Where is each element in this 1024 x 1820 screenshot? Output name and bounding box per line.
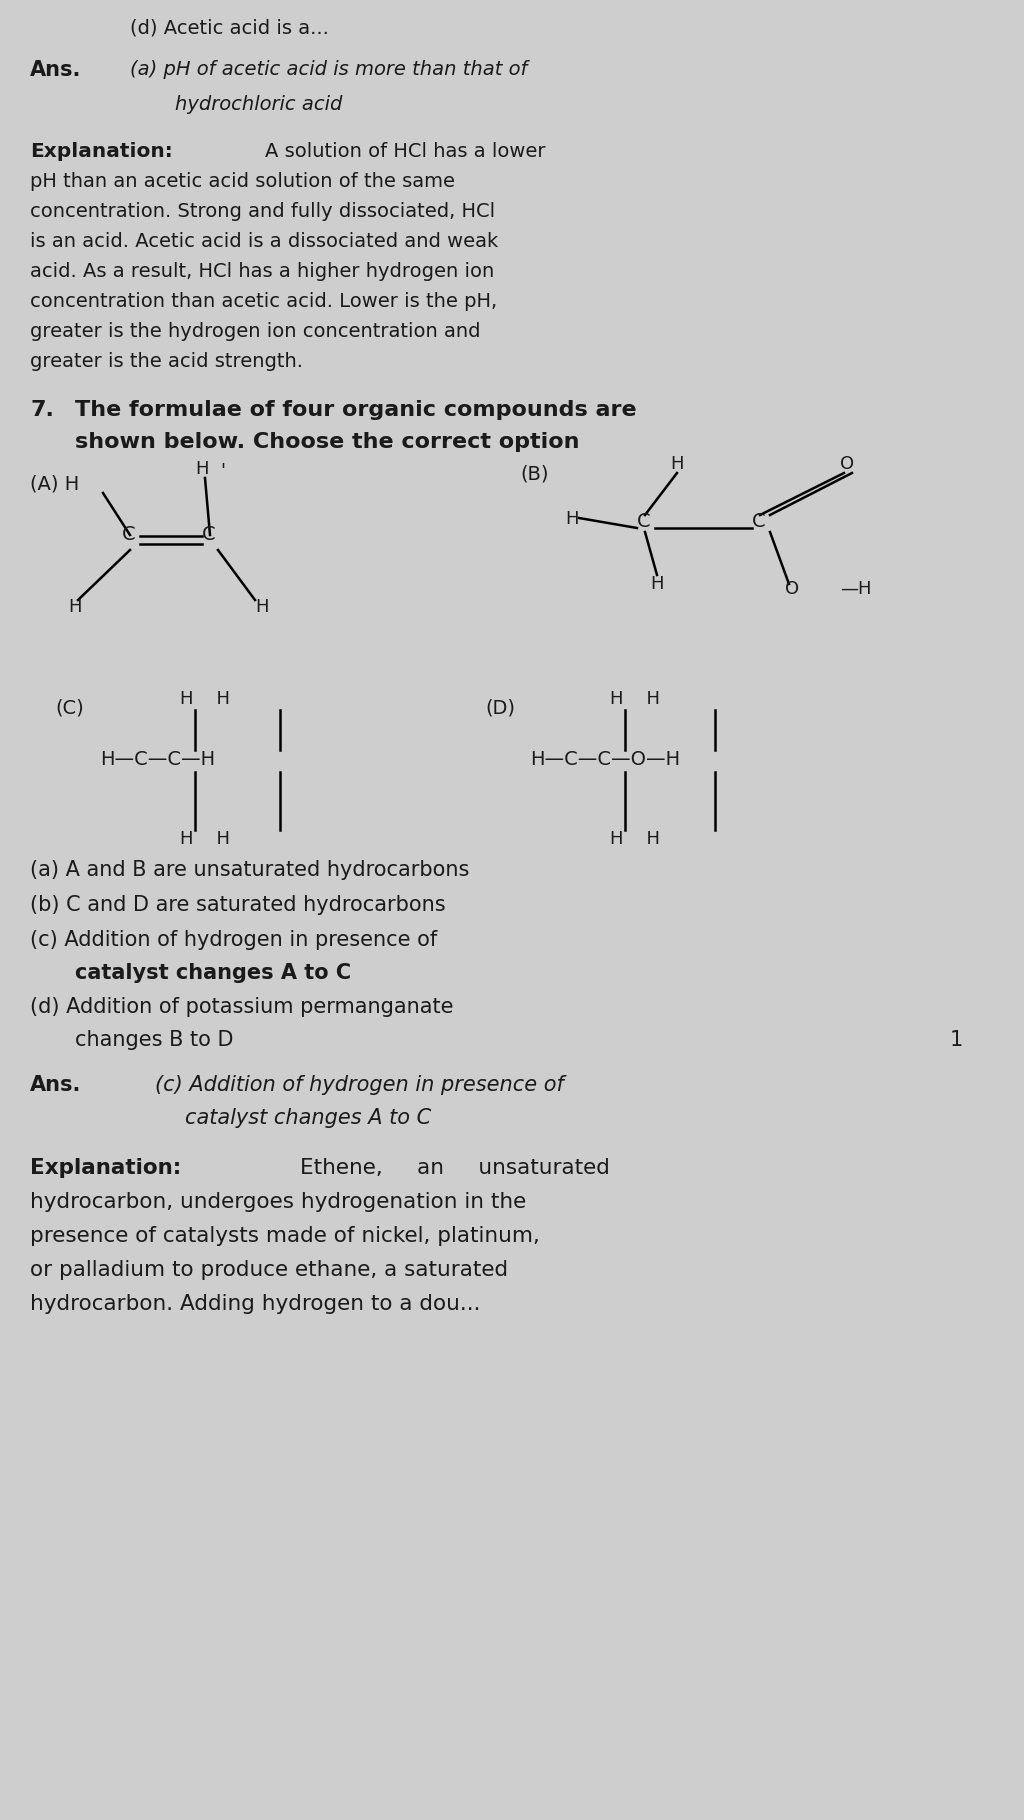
Text: —H: —H: [840, 581, 871, 599]
Text: (a) A and B are unsaturated hydrocarbons: (a) A and B are unsaturated hydrocarbons: [30, 861, 469, 881]
Text: ': ': [220, 462, 225, 480]
Text: (b) C and D are saturated hydrocarbons: (b) C and D are saturated hydrocarbons: [30, 895, 445, 915]
Text: Ethene,     an     unsaturated: Ethene, an unsaturated: [300, 1158, 610, 1178]
Text: H: H: [255, 599, 268, 615]
Text: H    H: H H: [180, 690, 230, 708]
Text: (d) Acetic acid is a...: (d) Acetic acid is a...: [130, 18, 329, 36]
Text: (d) Addition of potassium permanganate: (d) Addition of potassium permanganate: [30, 997, 454, 1017]
Text: Explanation:: Explanation:: [30, 1158, 181, 1178]
Text: hydrocarbon. Adding hydrogen to a dou...: hydrocarbon. Adding hydrogen to a dou...: [30, 1294, 480, 1314]
Text: concentration. Strong and fully dissociated, HCl: concentration. Strong and fully dissocia…: [30, 202, 496, 220]
Text: H    H: H H: [610, 690, 660, 708]
Text: or palladium to produce ethane, a saturated: or palladium to produce ethane, a satura…: [30, 1259, 508, 1279]
Text: greater is the hydrogen ion concentration and: greater is the hydrogen ion concentratio…: [30, 322, 480, 340]
Text: greater is the acid strength.: greater is the acid strength.: [30, 351, 303, 371]
Text: 7.: 7.: [30, 400, 54, 420]
Text: H—C—C—O—H: H—C—C—O—H: [530, 750, 680, 770]
Text: (B): (B): [520, 464, 549, 484]
Text: pH than an acetic acid solution of the same: pH than an acetic acid solution of the s…: [30, 173, 455, 191]
Text: (A) H: (A) H: [30, 475, 79, 493]
Text: (c) Addition of hydrogen in presence of: (c) Addition of hydrogen in presence of: [30, 930, 437, 950]
Text: H: H: [68, 599, 82, 615]
Text: C: C: [637, 511, 650, 531]
Text: O: O: [840, 455, 854, 473]
Text: H    H: H H: [180, 830, 230, 848]
Text: Ans.: Ans.: [30, 60, 81, 80]
Text: hydrocarbon, undergoes hydrogenation in the: hydrocarbon, undergoes hydrogenation in …: [30, 1192, 526, 1212]
Text: H: H: [565, 510, 579, 528]
Text: presence of catalysts made of nickel, platinum,: presence of catalysts made of nickel, pl…: [30, 1227, 540, 1247]
Text: C: C: [122, 524, 135, 544]
Text: H: H: [195, 460, 209, 479]
Text: H: H: [650, 575, 664, 593]
Text: changes B to D: changes B to D: [75, 1030, 233, 1050]
Text: C: C: [752, 511, 766, 531]
Text: H    H: H H: [610, 830, 660, 848]
Text: concentration than acetic acid. Lower is the pH,: concentration than acetic acid. Lower is…: [30, 291, 497, 311]
Text: shown below. Choose the correct option: shown below. Choose the correct option: [75, 431, 580, 451]
Text: Explanation:: Explanation:: [30, 142, 173, 160]
Text: catalyst changes A to C: catalyst changes A to C: [185, 1108, 431, 1128]
Text: O: O: [785, 581, 799, 599]
Text: H—C—C—H: H—C—C—H: [100, 750, 215, 770]
Text: A solution of HCl has a lower: A solution of HCl has a lower: [265, 142, 546, 160]
Text: C: C: [202, 524, 216, 544]
Text: (a) pH of acetic acid is more than that of: (a) pH of acetic acid is more than that …: [130, 60, 527, 78]
Text: 1: 1: [950, 1030, 964, 1050]
Text: catalyst changes A to C: catalyst changes A to C: [75, 963, 351, 983]
Text: H: H: [670, 455, 683, 473]
Text: hydrochloric acid: hydrochloric acid: [175, 95, 342, 115]
Text: (D): (D): [485, 699, 515, 717]
Text: acid. As a result, HCl has a higher hydrogen ion: acid. As a result, HCl has a higher hydr…: [30, 262, 495, 280]
Text: The formulae of four organic compounds are: The formulae of four organic compounds a…: [75, 400, 637, 420]
Text: (C): (C): [55, 699, 84, 717]
Text: Ans.: Ans.: [30, 1076, 81, 1096]
Text: (c) Addition of hydrogen in presence of: (c) Addition of hydrogen in presence of: [155, 1076, 564, 1096]
Text: is an acid. Acetic acid is a dissociated and weak: is an acid. Acetic acid is a dissociated…: [30, 231, 499, 251]
